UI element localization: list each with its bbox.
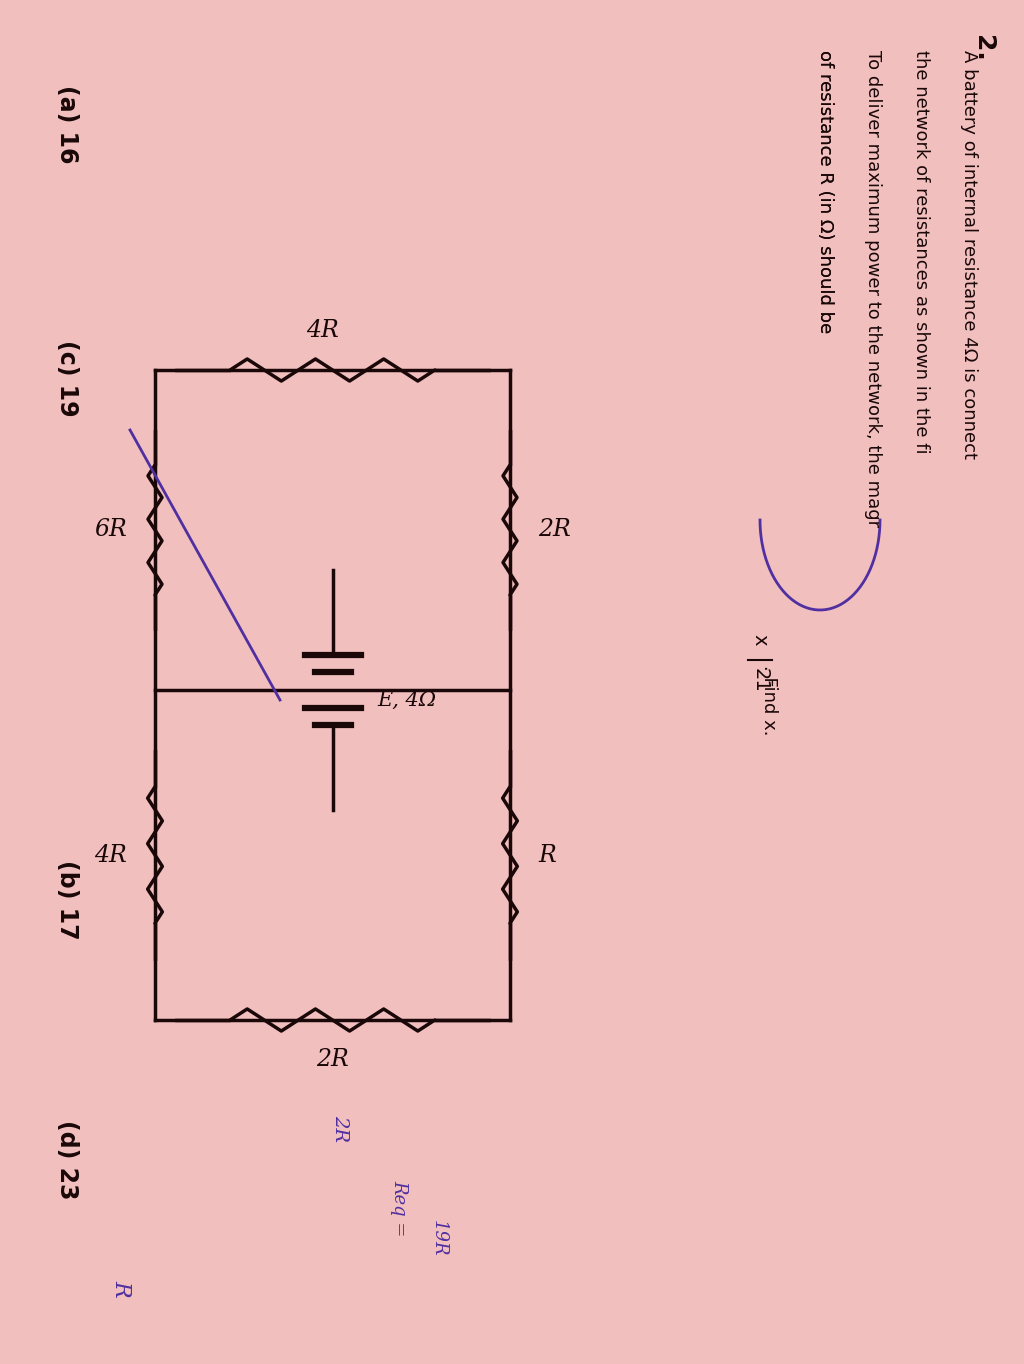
Text: (b) 17: (b) 17	[55, 859, 79, 940]
Text: Req =: Req =	[390, 1180, 408, 1237]
Text: E, 4Ω: E, 4Ω	[378, 690, 436, 709]
Text: 4R: 4R	[306, 319, 339, 342]
Text: R: R	[110, 1279, 132, 1297]
Text: 2R: 2R	[316, 1048, 349, 1071]
Text: x: x	[751, 634, 769, 645]
Text: 4R: 4R	[94, 843, 127, 866]
Text: (c) 19: (c) 19	[55, 340, 79, 416]
Text: 2R: 2R	[538, 518, 570, 542]
Text: 2R: 2R	[331, 1114, 349, 1142]
Text: 21: 21	[751, 667, 769, 693]
Text: 2.: 2.	[971, 35, 995, 61]
Text: (a) 16: (a) 16	[55, 85, 79, 164]
Text: of resistance R (in Ω) should be: of resistance R (in Ω) should be	[816, 50, 834, 333]
Text: R: R	[538, 843, 556, 866]
Text: the network of resistances as shown in the fi: the network of resistances as shown in t…	[912, 50, 930, 454]
Text: To deliver maximum power to the network, the magr: To deliver maximum power to the network,…	[864, 50, 882, 527]
Text: of resistance R (in Ω) should be: of resistance R (in Ω) should be	[816, 50, 834, 333]
Text: 6R: 6R	[94, 518, 127, 542]
Text: . Find x.: . Find x.	[760, 664, 778, 735]
Text: 19R: 19R	[430, 1219, 449, 1256]
Text: A battery of internal resistance 4Ω is connect: A battery of internal resistance 4Ω is c…	[961, 50, 978, 460]
Text: (d) 23: (d) 23	[55, 1120, 79, 1199]
